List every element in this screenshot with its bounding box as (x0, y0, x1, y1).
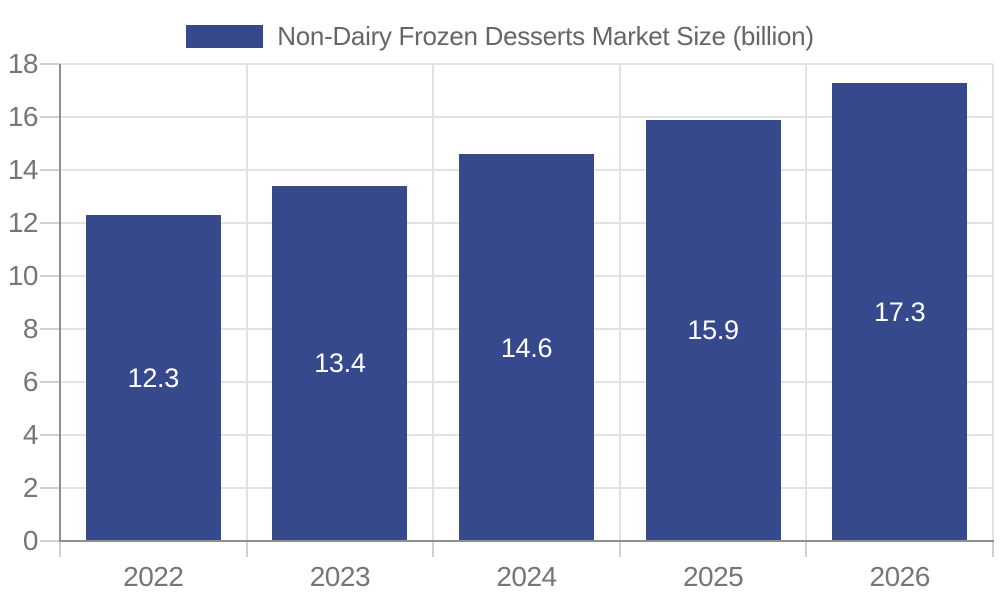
y-tick-label: 18 (7, 48, 39, 79)
x-tick (245, 541, 248, 557)
y-tick (40, 381, 60, 383)
x-tick (59, 541, 61, 557)
x-gridline (432, 64, 435, 541)
y-tick-label: 12 (7, 207, 39, 238)
x-tick-label: 2023 (309, 561, 371, 592)
bar-value-label: 15.9 (687, 315, 739, 346)
chart-legend: Non-Dairy Frozen Desserts Market Size (b… (0, 21, 1000, 52)
bar (832, 82, 968, 541)
x-tick-label: 2024 (496, 561, 557, 592)
y-tick (40, 275, 60, 277)
x-tick-label: 2025 (682, 561, 744, 592)
x-tick-label: 2022 (123, 561, 184, 592)
x-tick (992, 541, 994, 557)
bar (85, 215, 221, 541)
x-tick (805, 541, 808, 557)
x-gridline (992, 64, 994, 541)
y-tick-label: 6 (22, 366, 39, 397)
y-tick-label: 0 (22, 525, 39, 556)
bar (459, 154, 594, 541)
y-axis-line (59, 64, 61, 541)
legend-label: Non-Dairy Frozen Desserts Market Size (b… (277, 21, 814, 51)
y-tick-label: 14 (7, 154, 39, 185)
y-tick (40, 540, 60, 542)
bar-value-label: 12.3 (127, 363, 180, 394)
y-gridline (60, 116, 993, 118)
y-tick-label: 8 (22, 313, 39, 344)
y-tick (40, 116, 60, 118)
x-tick (618, 541, 621, 557)
x-axis-line (59, 540, 994, 542)
y-tick-label: 2 (22, 472, 39, 503)
y-tick-label: 4 (22, 419, 39, 450)
bar (272, 185, 408, 541)
bar-value-label: 14.6 (500, 332, 553, 363)
bar-value-label: 13.4 (314, 348, 366, 379)
x-tick-label: 2026 (869, 561, 931, 592)
x-tick (432, 541, 435, 557)
y-tick (40, 169, 60, 171)
y-tick-label: 16 (7, 101, 39, 132)
y-gridline (60, 63, 993, 65)
y-tick (40, 63, 60, 65)
x-gridline (245, 64, 248, 541)
y-tick (40, 487, 60, 489)
y-tick-label: 10 (7, 260, 39, 291)
x-gridline (618, 64, 621, 541)
y-tick (40, 328, 60, 330)
y-tick (40, 434, 60, 436)
bar (645, 119, 781, 541)
y-tick (40, 222, 60, 224)
bar-value-label: 17.3 (874, 296, 926, 327)
legend-swatch (186, 25, 264, 48)
x-gridline (805, 64, 808, 541)
